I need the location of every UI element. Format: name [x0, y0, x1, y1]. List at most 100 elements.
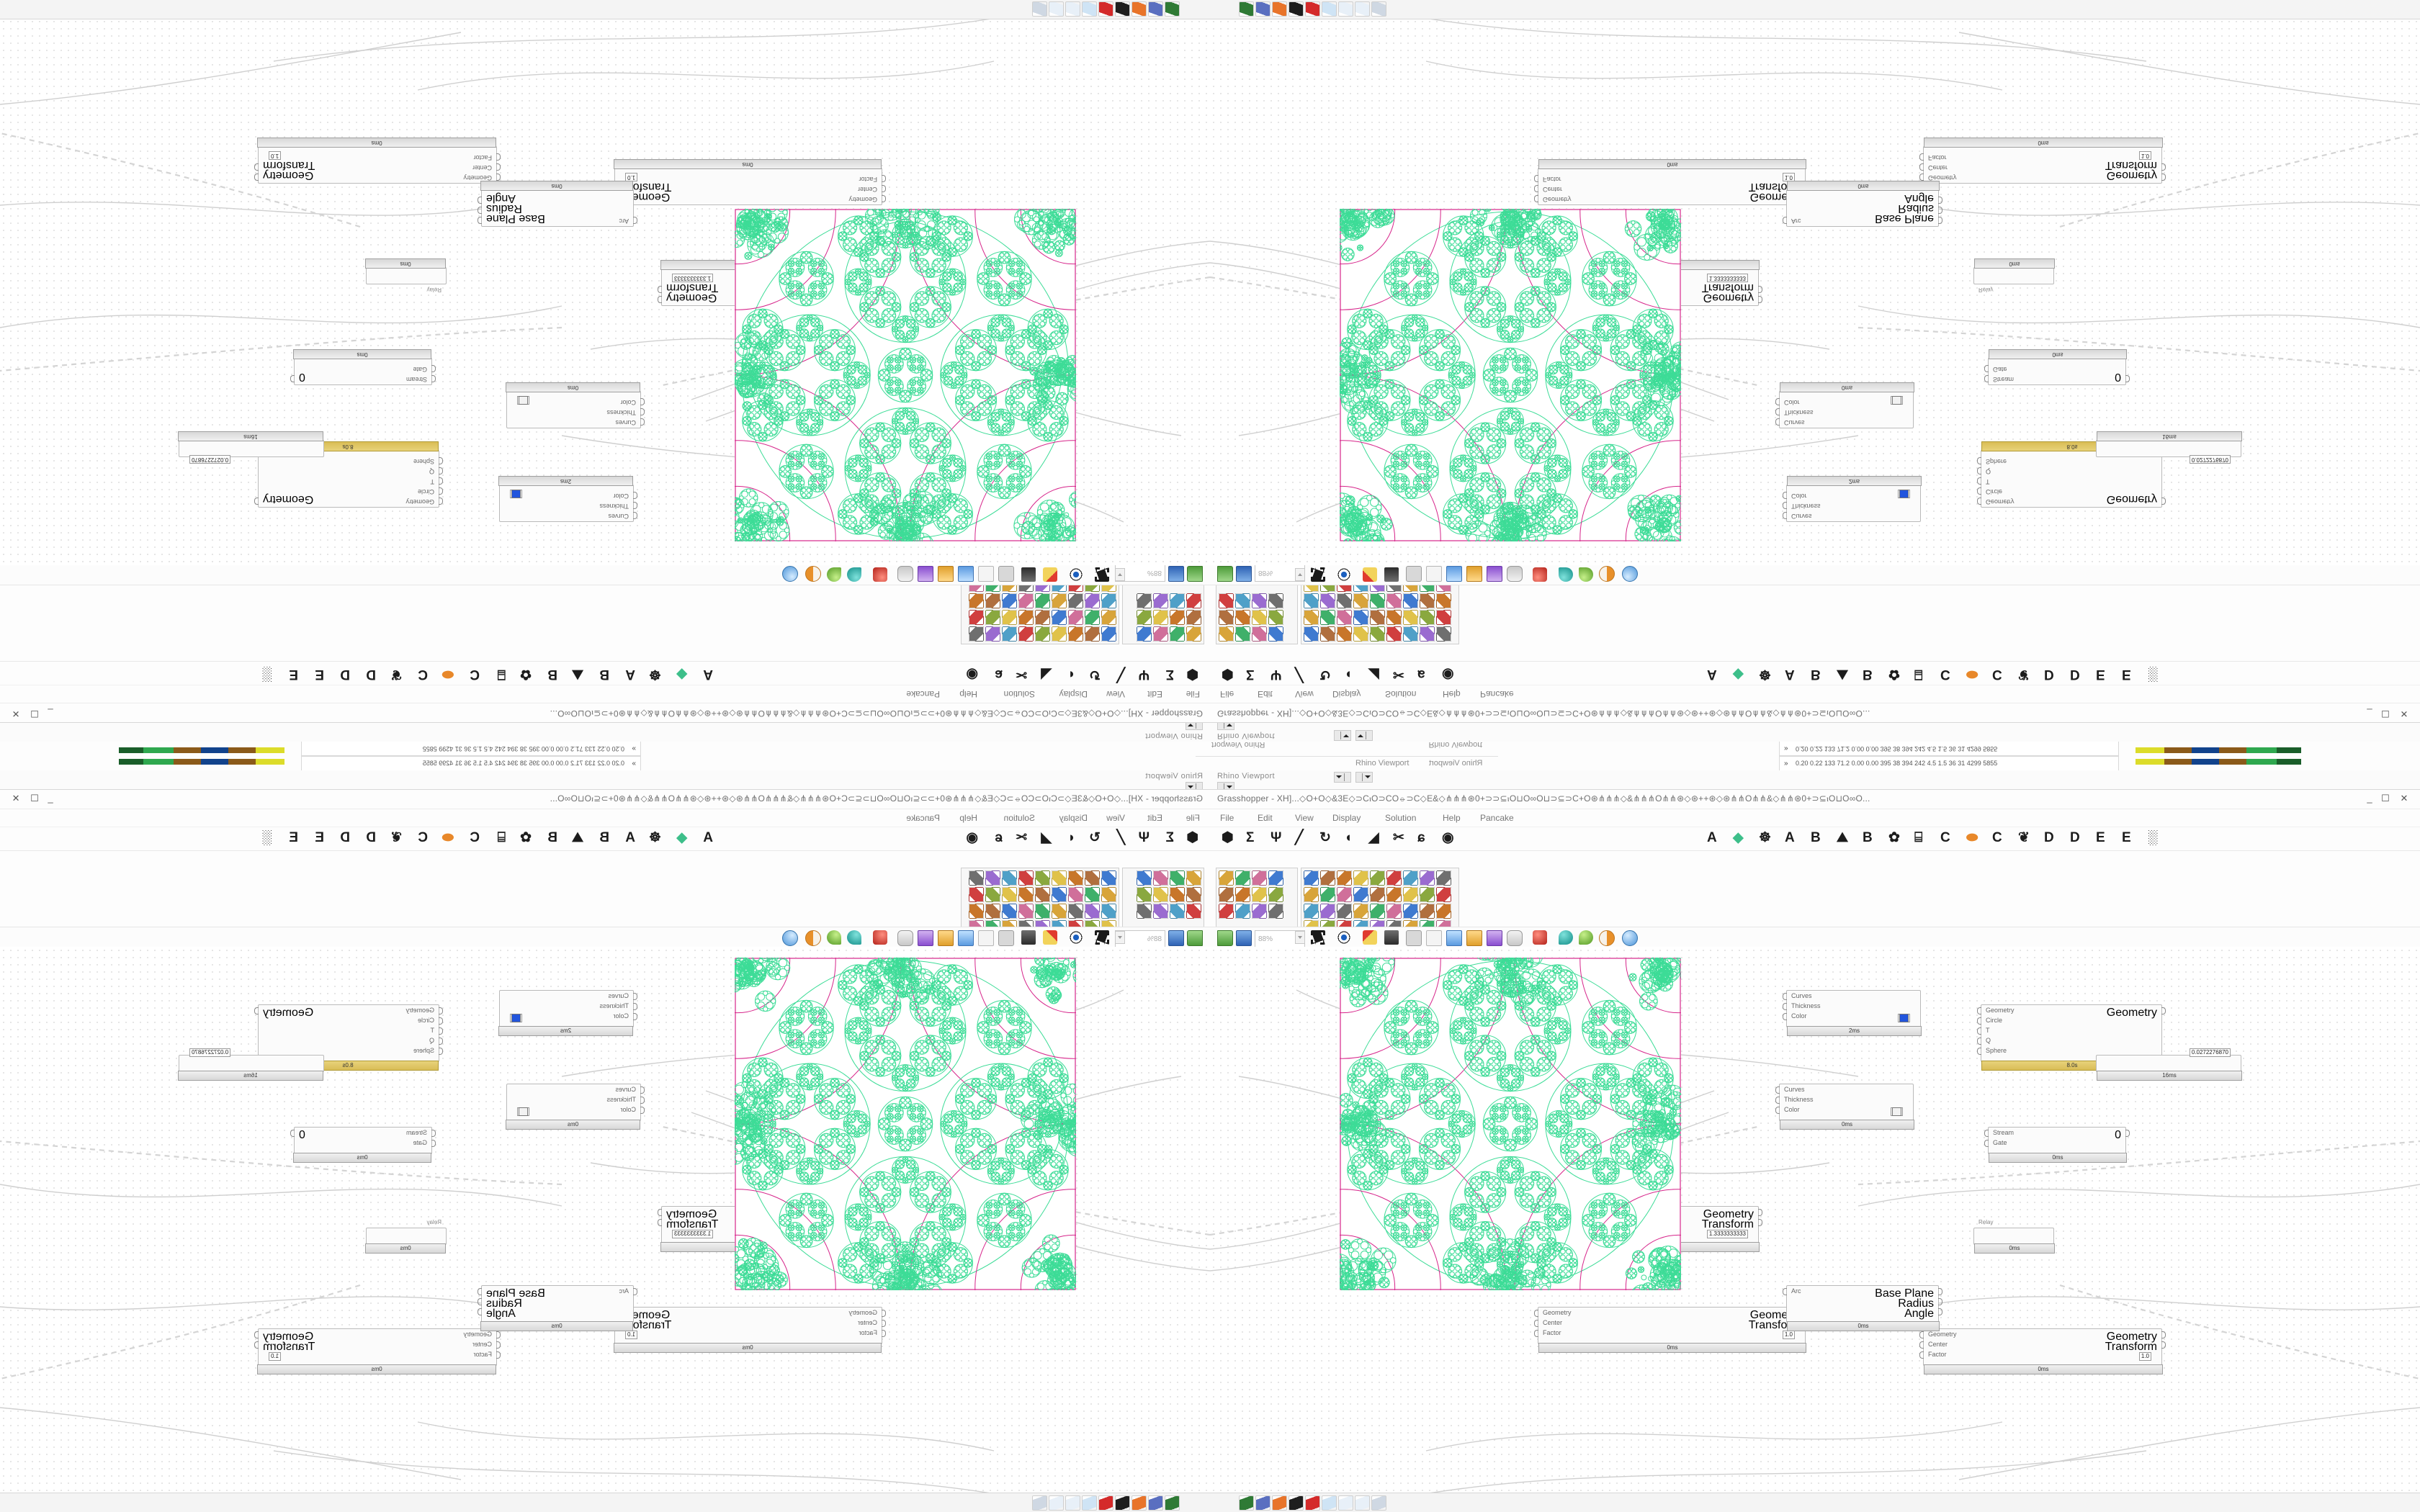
taskbar-rhino-icon[interactable]: [1098, 1495, 1113, 1511]
maximize-button[interactable]: ☐: [2380, 708, 2391, 719]
menu-item-solution[interactable]: Solution: [1385, 689, 1416, 699]
component-tab-c[interactable]: C: [418, 830, 428, 846]
output-port[interactable]: [2161, 1341, 2166, 1349]
component-tab-b[interactable]: B: [599, 666, 609, 682]
component-tab-sets[interactable]: Ψ: [1139, 666, 1150, 682]
rhino-viewport-label[interactable]: Rhino Viewport: [1211, 740, 1265, 749]
component-tab-c[interactable]: C: [1940, 666, 1950, 682]
palette-component-icon[interactable]: [1085, 610, 1100, 625]
gh-component-preview-white[interactable]: CurvesThicknessColor1.00ms: [506, 1084, 641, 1121]
input-port[interactable]: [640, 1107, 645, 1114]
palette-component-icon[interactable]: [1101, 593, 1116, 608]
chevron-icon[interactable]: »: [1784, 744, 1788, 752]
component-tab-e[interactable]: E: [315, 830, 324, 846]
output-port[interactable]: [478, 217, 482, 224]
palette-component-icon[interactable]: [1085, 593, 1100, 608]
zoom-dropdown-caret[interactable]: [1115, 568, 1125, 581]
palette-component-icon[interactable]: [1018, 610, 1034, 625]
gh-component-inversion[interactable]: Geometry Circle T Q Sphere Geometry 8.0s: [258, 1004, 439, 1062]
component-tab-a[interactable]: A: [1785, 666, 1795, 682]
color-swatch[interactable]: [519, 396, 528, 405]
shaded-orange-icon[interactable]: [1599, 930, 1615, 946]
output-port[interactable]: [658, 286, 662, 293]
output-port[interactable]: [478, 1298, 482, 1305]
input-port[interactable]: [1977, 477, 1981, 485]
palette-component-icon[interactable]: [1137, 626, 1152, 642]
palette-component-icon[interactable]: [1403, 870, 1418, 886]
input-port[interactable]: [1783, 993, 1787, 1000]
menu-item-edit[interactable]: Edit: [1147, 689, 1162, 699]
palette-component-icon[interactable]: [1252, 870, 1267, 886]
palette-component-icon[interactable]: [1035, 887, 1050, 902]
taskbar-firefox-icon[interactable]: [1272, 1, 1287, 17]
input-port[interactable]: [640, 1097, 645, 1104]
component-tab-c[interactable]: C: [470, 830, 480, 846]
preview-eye-icon[interactable]: [1069, 567, 1083, 582]
component-tab-transform[interactable]: ɕ: [1417, 666, 1425, 682]
output-port[interactable]: [658, 296, 662, 303]
palette-component-icon[interactable]: [1085, 626, 1100, 642]
save-file-icon[interactable]: [1168, 566, 1184, 582]
component-tab-surface[interactable]: ◖: [1344, 830, 1352, 846]
palette-component-icon[interactable]: [1186, 610, 1201, 625]
component-tab-anemone[interactable]: ◆: [1733, 666, 1744, 682]
input-port[interactable]: [1984, 1130, 1989, 1137]
palette-component-icon[interactable]: [1170, 870, 1185, 886]
zoom-dropdown-caret[interactable]: [1115, 931, 1125, 944]
component-tab-elefront[interactable]: E: [289, 666, 298, 682]
input-port[interactable]: [640, 1086, 645, 1094]
close-button[interactable]: ✕: [10, 793, 22, 804]
input-port[interactable]: [640, 418, 645, 426]
input-port[interactable]: [439, 1017, 443, 1025]
gh-component-arc-node[interactable]: Arc Base Plane Radius Angle 0ms: [1786, 1285, 1939, 1323]
palette-component-icon[interactable]: [985, 626, 1000, 642]
palette-component-icon[interactable]: [1186, 870, 1201, 886]
gh-component-scale-10b[interactable]: Geometry Center Factor Geometry Transform 1.0…: [258, 1328, 497, 1366]
minimize-button[interactable]: _: [45, 793, 56, 804]
component-tab-anemone[interactable]: ◆: [676, 666, 687, 682]
input-port[interactable]: [439, 467, 443, 474]
viewport-spinner[interactable]: [1334, 730, 1351, 741]
shaded-teal-icon[interactable]: [1559, 930, 1573, 945]
palette-component-icon[interactable]: [1170, 610, 1185, 625]
component-tab-surface[interactable]: ◖: [1068, 666, 1076, 682]
input-port[interactable]: [633, 1288, 637, 1295]
palette-component-icon[interactable]: [1268, 904, 1283, 919]
component-value[interactable]: 0.0272276870: [189, 455, 230, 464]
menu-item-pancake[interactable]: Pancake: [1480, 813, 1514, 823]
palette-component-icon[interactable]: [1386, 626, 1402, 642]
component-tab-surface[interactable]: ◖: [1344, 666, 1352, 682]
component-tab-a[interactable]: A: [703, 666, 713, 682]
maximize-button[interactable]: ☐: [29, 793, 40, 804]
component-tab-display[interactable]: ◉: [966, 666, 978, 682]
palette-component-icon[interactable]: [1068, 870, 1083, 886]
viewport-spinner[interactable]: [1355, 772, 1373, 783]
input-port[interactable]: [1977, 1048, 1981, 1055]
component-tab-a[interactable]: A: [625, 666, 635, 682]
input-port[interactable]: [1977, 487, 1981, 495]
gh-component-scale-10[interactable]: Geometry Center Factor Geometry Transform 1.0…: [614, 1307, 882, 1344]
save-file-icon[interactable]: [1168, 930, 1184, 946]
input-port[interactable]: [1775, 1097, 1780, 1104]
gh-component-arc-node[interactable]: Arc Base Plane Radius Angle 0ms: [481, 1285, 634, 1323]
palette-component-icon[interactable]: [1268, 870, 1283, 886]
palette-component-icon[interactable]: [1386, 593, 1402, 608]
input-port[interactable]: [1783, 502, 1787, 509]
rhino-viewport-render-tl[interactable]: [735, 209, 1076, 541]
gh-component-preview-white[interactable]: CurvesThicknessColor1.00ms: [1779, 391, 1914, 428]
menu-item-display[interactable]: Display: [1059, 689, 1088, 699]
gh-component-preview-white[interactable]: CurvesThicknessColor1.00ms: [506, 391, 641, 428]
palette-component-icon[interactable]: [969, 593, 984, 608]
component-tab-bullant[interactable]: ✿: [1888, 830, 1900, 846]
component-tab-e[interactable]: E: [315, 666, 324, 682]
component-tab-params[interactable]: ⬢: [1186, 666, 1198, 682]
palette-component-icon[interactable]: [1153, 904, 1168, 919]
input-port[interactable]: [882, 1330, 886, 1337]
input-port[interactable]: [1534, 175, 1538, 182]
gh-component-scale-10b[interactable]: Geometry Center Factor Geometry Transform 1.0…: [1923, 146, 2162, 184]
palette-component-icon[interactable]: [1386, 887, 1402, 902]
input-port[interactable]: [431, 375, 436, 382]
palette-component-icon[interactable]: [1420, 870, 1435, 886]
preview-eye-icon[interactable]: [1337, 567, 1351, 582]
component-tab-curve[interactable]: ↻: [1319, 830, 1331, 846]
